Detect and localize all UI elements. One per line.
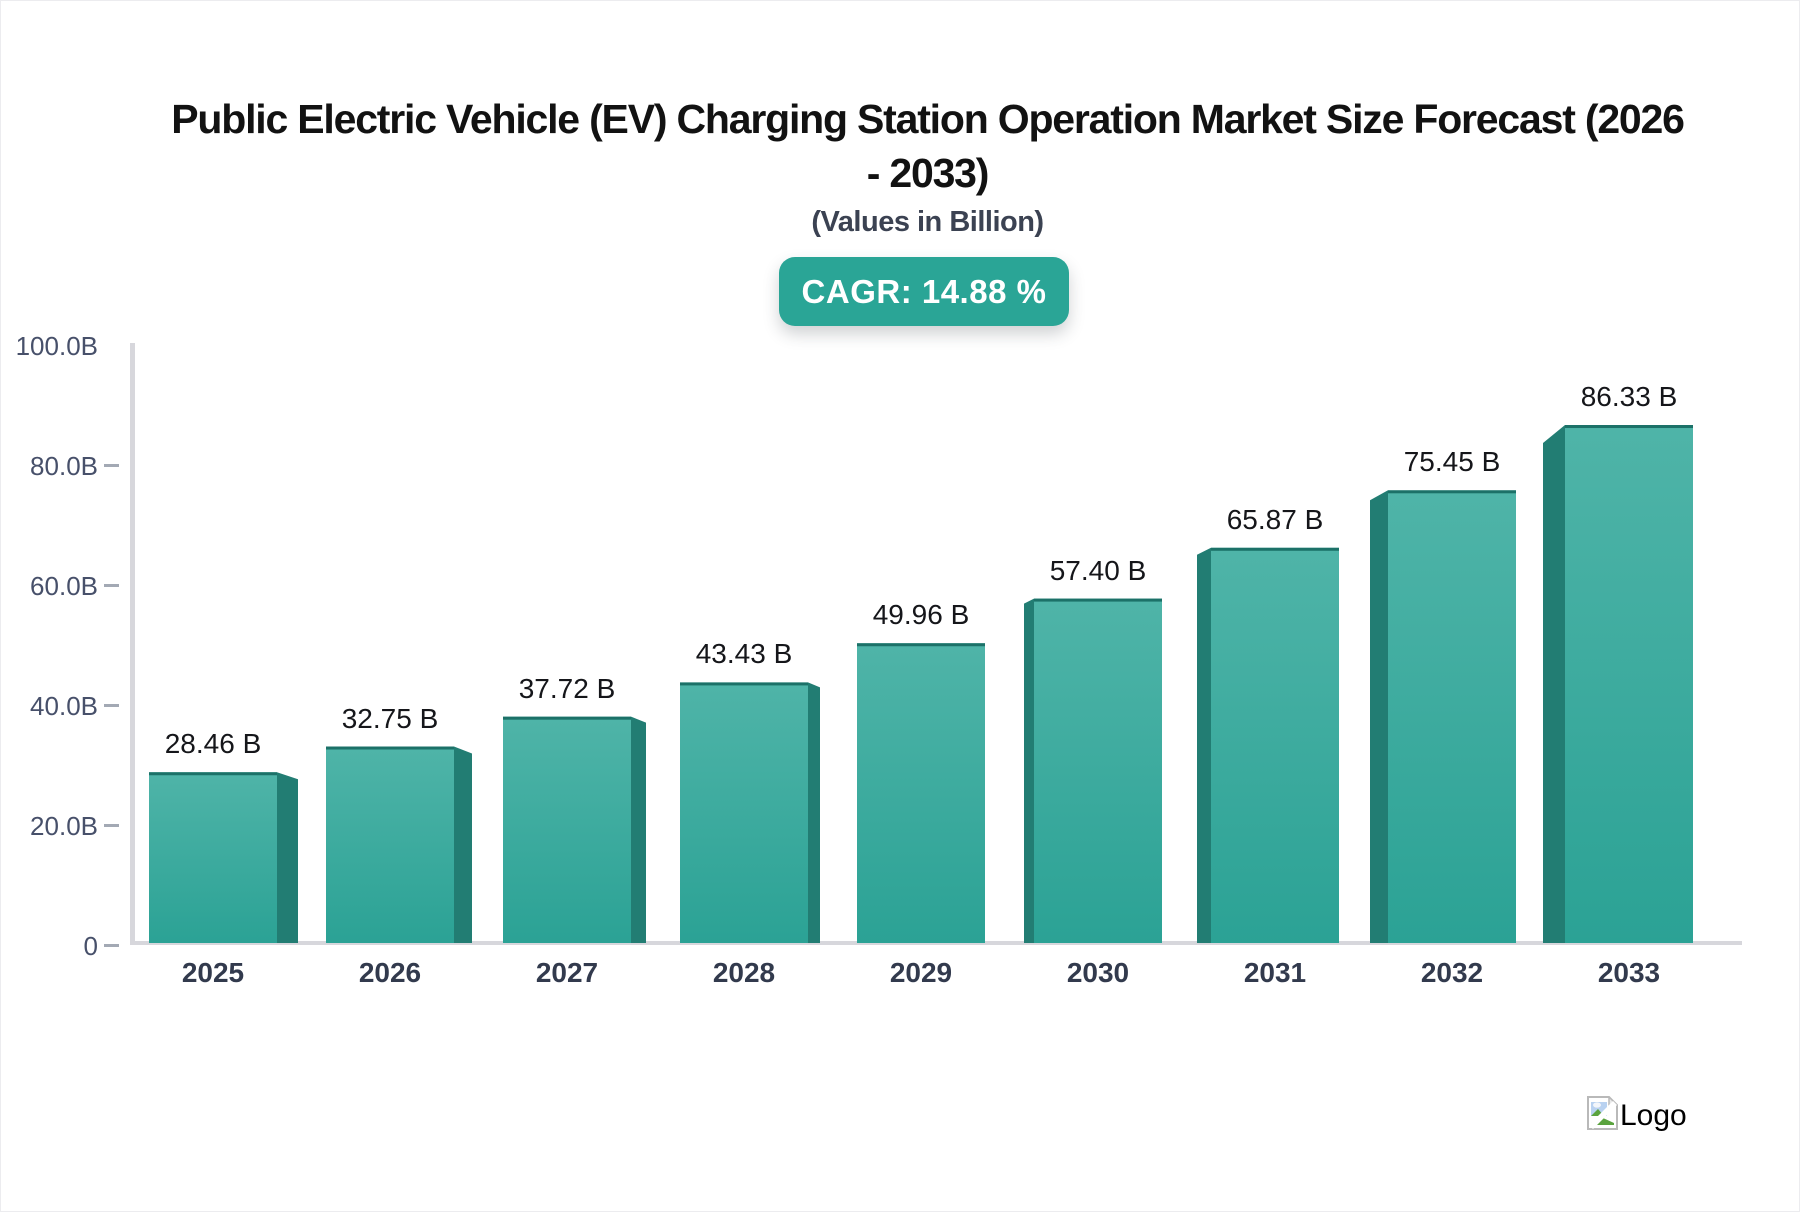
broken-image-icon: [1587, 1096, 1618, 1130]
x-tick-label-2031: 2031: [1243, 957, 1307, 988]
bar-2033: [1565, 425, 1693, 943]
y-tick-dash: [104, 824, 119, 827]
bar-2031: [1211, 547, 1339, 943]
y-axis-line: [130, 343, 135, 945]
bar-value-label-2026: 32.75 B: [341, 702, 439, 734]
bar-2027: [503, 716, 631, 943]
x-tick-label-2033: 2033: [1597, 957, 1661, 988]
bar-side-2025: [277, 772, 298, 943]
bar-top-edge-2030: [1034, 598, 1162, 602]
bar-side-2031: [1197, 547, 1211, 943]
chart-subtitle: (Values in Billion): [811, 206, 1044, 238]
bar-top-edge-2028: [680, 682, 808, 686]
bar-2032: [1388, 490, 1516, 943]
bar-top-edge-2025: [149, 772, 277, 776]
x-tick-label-2028: 2028: [712, 957, 776, 988]
bar-value-label-2033: 86.33 B: [1580, 381, 1678, 413]
y-tick-label-40.0B: 40.0B: [30, 691, 98, 721]
logo: Logo: [1587, 1096, 1687, 1136]
bar-side-2032: [1370, 490, 1388, 943]
x-tick-label-2032: 2032: [1420, 957, 1484, 988]
x-tick-label-2027: 2027: [535, 957, 599, 988]
bar-top-edge-2032: [1388, 490, 1516, 494]
y-tick-label-80.0B: 80.0B: [30, 451, 98, 481]
bar-value-label-2029: 49.96 B: [872, 599, 970, 631]
bar-value-label-2032: 75.45 B: [1403, 446, 1501, 478]
cagr-badge-label: CAGR: 14.88 %: [801, 272, 1047, 310]
bar-2025: [149, 772, 277, 943]
y-tick-label-100.0B: 100.0B: [15, 331, 98, 361]
bar-top-edge-2031: [1211, 547, 1339, 551]
bar-top-edge-2027: [503, 716, 631, 720]
bar-value-label-2025: 28.46 B: [164, 728, 262, 760]
bar-top-edge-2026: [326, 746, 454, 750]
y-tick-label-20.0B: 20.0B: [30, 811, 98, 841]
y-tick-dash: [104, 944, 119, 947]
y-tick-dash: [104, 464, 119, 467]
x-tick-label-2026: 2026: [358, 957, 422, 988]
bar-side-2030: [1024, 598, 1034, 943]
x-tick-label-2029: 2029: [889, 957, 953, 988]
bar-2029: [857, 643, 985, 943]
y-tick-label-60.0B: 60.0B: [30, 571, 98, 601]
bar-2030: [1034, 598, 1162, 943]
bar-top-edge-2029: [857, 643, 985, 647]
y-tick-label-0: 0: [83, 931, 98, 961]
bar-value-label-2028: 43.43 B: [695, 638, 793, 670]
x-tick-label-2030: 2030: [1066, 957, 1130, 988]
bar-side-2028: [808, 682, 820, 943]
bar-top-edge-2033: [1565, 425, 1693, 429]
bar-2028: [680, 682, 808, 943]
y-tick-dash: [104, 584, 119, 587]
x-tick-label-2025: 2025: [181, 957, 245, 988]
bar-side-2027: [631, 716, 646, 943]
bar-side-2033: [1543, 425, 1565, 943]
chart-title-line2: - 2033): [866, 150, 990, 196]
bar-value-label-2027: 37.72 B: [518, 672, 616, 704]
bar-2026: [326, 746, 454, 943]
logo-alt-text: Logo: [1620, 1099, 1687, 1132]
bar-value-label-2030: 57.40 B: [1049, 554, 1147, 586]
y-tick-dash: [104, 704, 119, 707]
chart-header: Public Electric Vehicle (EV) Charging St…: [55, 0, 1800, 239]
bar-value-label-2031: 65.87 B: [1226, 503, 1324, 535]
chart-title-line1: Public Electric Vehicle (EV) Charging St…: [171, 96, 1685, 142]
cagr-badge: CAGR: 14.88 %: [779, 257, 1069, 326]
bar-side-2026: [454, 746, 472, 943]
